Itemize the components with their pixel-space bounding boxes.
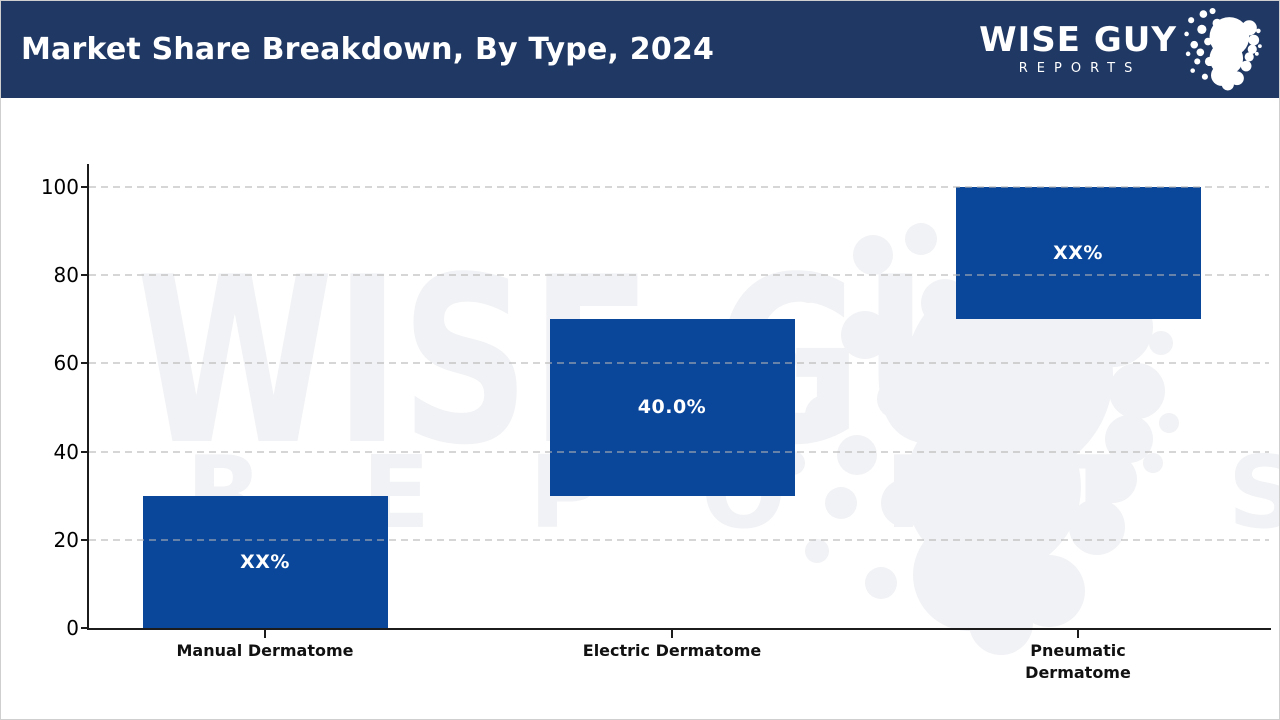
chart-canvas: WISE GUY R E P O R T S 020406080100XX%Ma… bbox=[1, 98, 1279, 719]
x-category-label: Pneumatic Dermatome bbox=[1025, 641, 1131, 682]
bar-value-label: XX% bbox=[1053, 242, 1103, 265]
bar-value-label: XX% bbox=[240, 550, 290, 573]
y-tick-label: 100 bbox=[40, 175, 79, 199]
logo-wordmark: WISE GUY bbox=[979, 20, 1177, 60]
data-bar: XX% bbox=[955, 187, 1201, 320]
y-gridline bbox=[89, 186, 1269, 188]
x-axis-line bbox=[87, 628, 1271, 630]
y-tick-label: 20 bbox=[53, 527, 79, 552]
y-gridline bbox=[89, 362, 1269, 365]
y-tick-mark bbox=[81, 538, 89, 541]
logo-text: WISE GUY REPORTS bbox=[979, 23, 1177, 76]
logo-subtext: REPORTS bbox=[1018, 61, 1142, 76]
y-gridline bbox=[89, 450, 1269, 453]
y-gridline bbox=[89, 274, 1269, 277]
y-gridline bbox=[89, 538, 1269, 541]
bar-value-label: 40.0% bbox=[637, 396, 707, 419]
data-bar: 40.0% bbox=[549, 319, 795, 496]
x-category-label: Electric Dermatome bbox=[582, 641, 762, 660]
y-tick-label: 0 bbox=[66, 616, 79, 640]
header-banner: Market Share Breakdown, By Type, 2024 WI… bbox=[1, 1, 1279, 98]
dotted-face-icon bbox=[1184, 7, 1262, 90]
x-tick-mark bbox=[671, 630, 673, 638]
y-tick-mark bbox=[81, 450, 89, 453]
y-tick-label: 40 bbox=[53, 439, 79, 464]
y-tick-label: 80 bbox=[53, 263, 79, 288]
x-tick-mark bbox=[1077, 630, 1079, 638]
y-tick-label: 60 bbox=[53, 351, 79, 376]
y-tick-mark bbox=[81, 627, 89, 629]
x-category-label: Manual Dermatome bbox=[176, 641, 354, 660]
y-tick-mark bbox=[81, 186, 89, 188]
y-tick-mark bbox=[81, 362, 89, 365]
chart-title: Market Share Breakdown, By Type, 2024 bbox=[21, 32, 715, 67]
x-tick-mark bbox=[264, 630, 266, 638]
wiseguy-logo: WISE GUY REPORTS bbox=[979, 7, 1267, 92]
y-tick-mark bbox=[81, 274, 89, 277]
data-bar: XX% bbox=[142, 495, 388, 628]
y-axis-line bbox=[87, 164, 89, 630]
